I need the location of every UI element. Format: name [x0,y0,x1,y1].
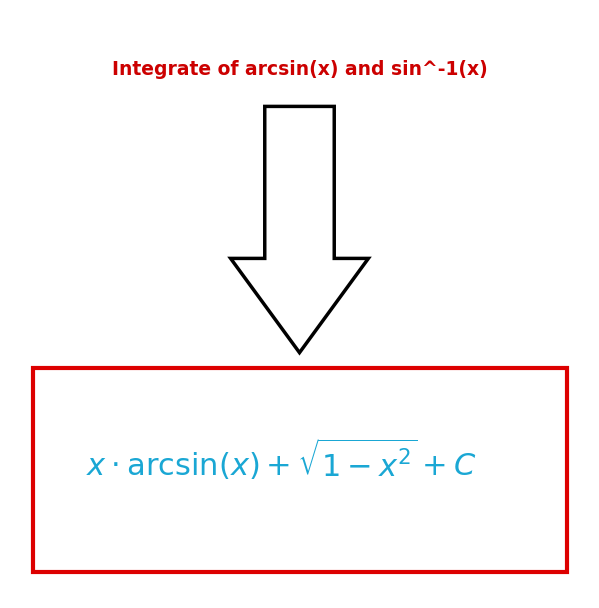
Text: Integrate of arcsin(x) and sin^-1(x): Integrate of arcsin(x) and sin^-1(x) [111,60,488,80]
Bar [33,368,567,572]
Text: $x \cdot \arcsin(x) + \sqrt{1 - x^2} + C$: $x \cdot \arcsin(x) + \sqrt{1 - x^2} + C… [86,436,477,482]
Polygon shape [231,106,368,353]
